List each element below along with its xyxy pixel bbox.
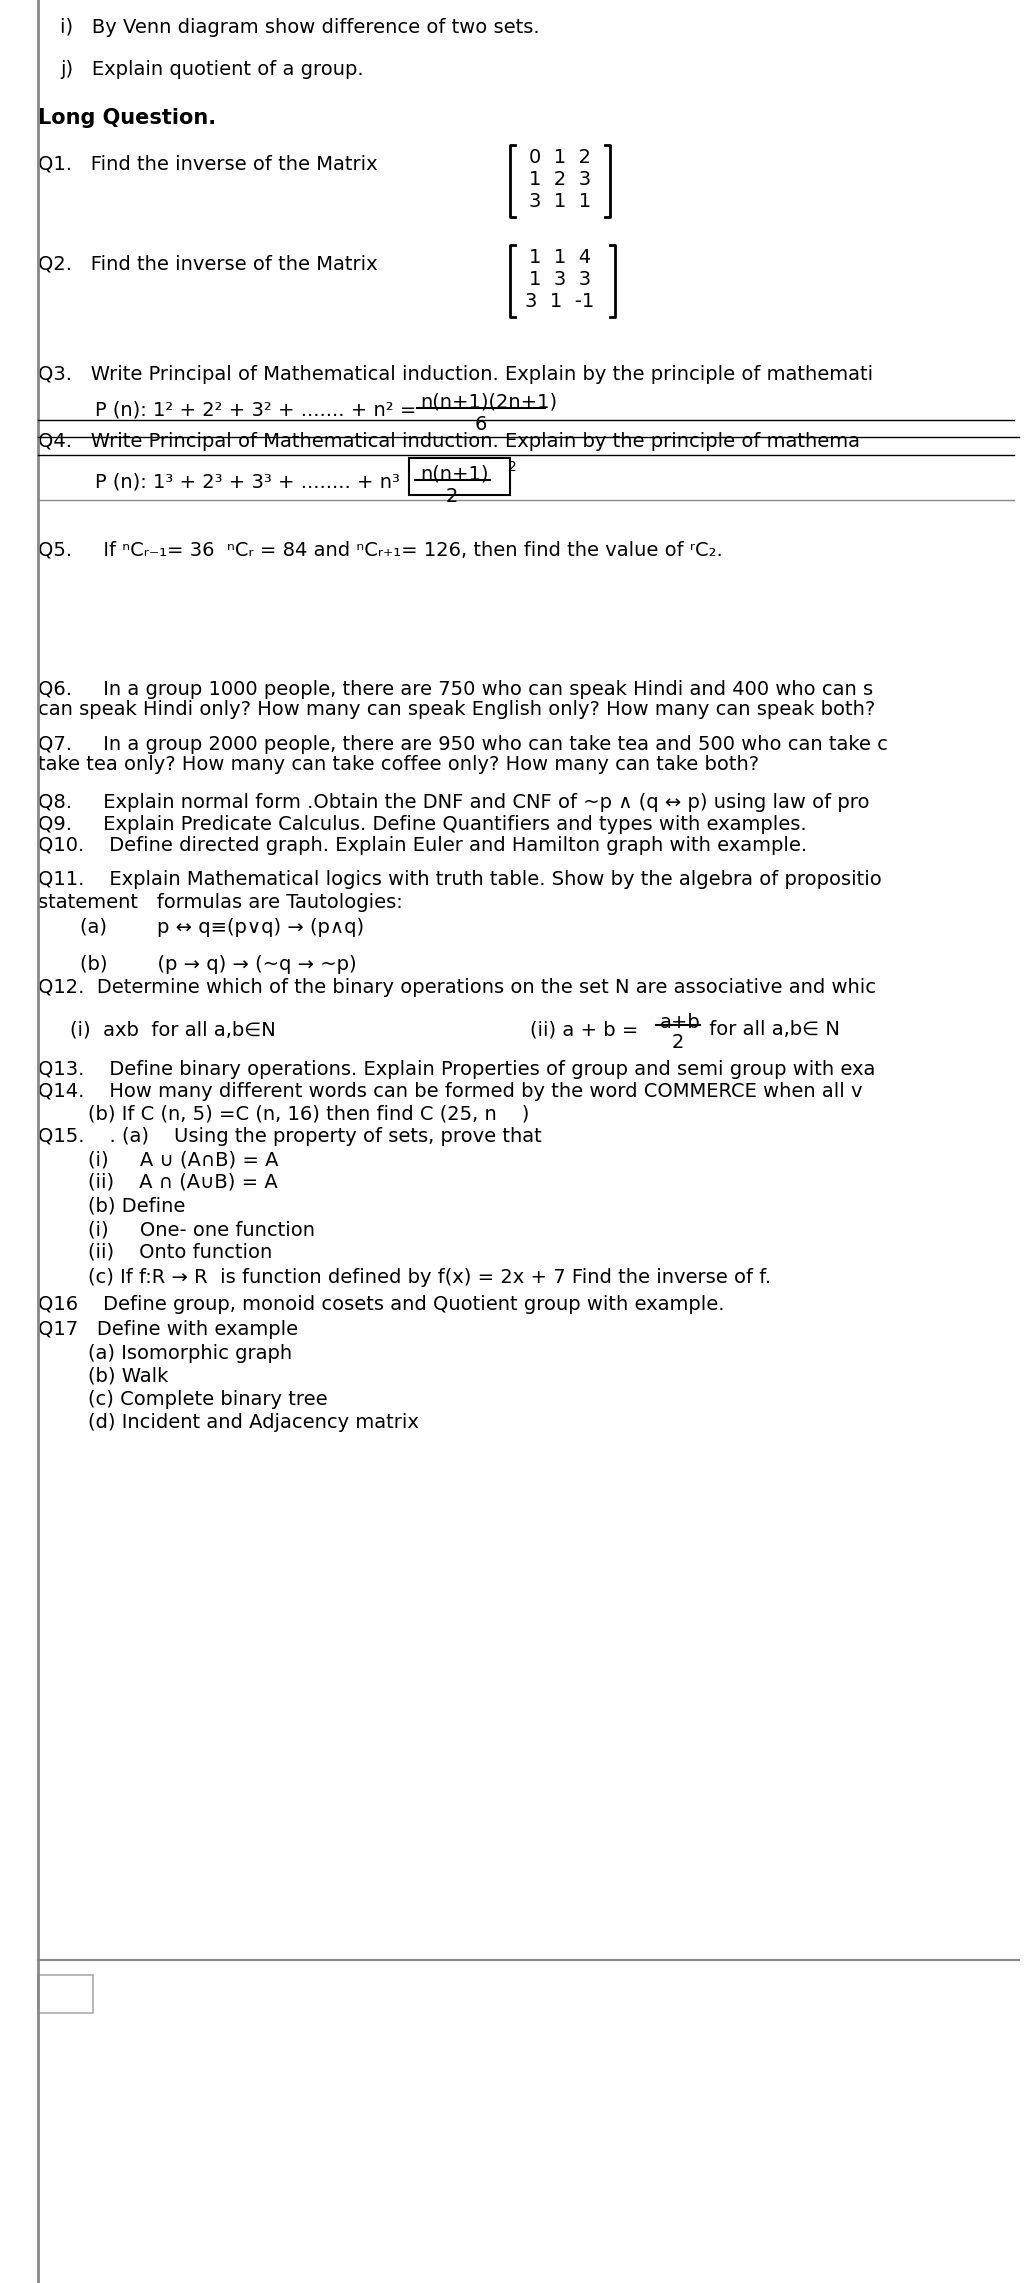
Text: take tea only? How many can take coffee only? How many can take both?: take tea only? How many can take coffee … xyxy=(38,756,759,774)
Text: 1  1  4: 1 1 4 xyxy=(529,249,591,267)
Text: Q17   Define with example: Q17 Define with example xyxy=(38,1320,298,1340)
Text: Q9.     Explain Predicate Calculus. Define Quantifiers and types with examples.: Q9. Explain Predicate Calculus. Define Q… xyxy=(38,815,807,833)
Text: Q3.   Write Principal of Mathematical induction. Explain by the principle of mat: Q3. Write Principal of Mathematical indu… xyxy=(38,365,873,384)
Text: statement   formulas are Tautologies:: statement formulas are Tautologies: xyxy=(38,893,402,911)
Text: (b) Walk: (b) Walk xyxy=(38,1368,168,1386)
Text: 2: 2 xyxy=(445,486,458,507)
Text: n(n+1)(2n+1): n(n+1)(2n+1) xyxy=(420,393,557,411)
Bar xyxy=(38,1975,93,2014)
Text: Q4.   Write Principal of Mathematical induction. Explain by the principle of mat: Q4. Write Principal of Mathematical indu… xyxy=(38,431,860,452)
Text: (b) Define: (b) Define xyxy=(38,1196,185,1217)
Text: for all a,b∈ N: for all a,b∈ N xyxy=(703,1021,840,1039)
Text: (c) Complete binary tree: (c) Complete binary tree xyxy=(38,1390,328,1409)
Text: (d) Incident and Adjacency matrix: (d) Incident and Adjacency matrix xyxy=(38,1413,419,1431)
Text: (i)  axb  for all a,b∈N: (i) axb for all a,b∈N xyxy=(70,1021,275,1039)
Text: Q6.     In a group 1000 people, there are 750 who can speak Hindi and 400 who ca: Q6. In a group 1000 people, there are 75… xyxy=(38,680,873,699)
Text: 2: 2 xyxy=(672,1032,684,1052)
Text: (b)        (p → q) → (~q → ~p): (b) (p → q) → (~q → ~p) xyxy=(80,954,356,975)
Text: n(n+1): n(n+1) xyxy=(420,466,488,484)
Text: can speak Hindi only? How many can speak English only? How many can speak both?: can speak Hindi only? How many can speak… xyxy=(38,701,876,719)
Text: 3  1  1: 3 1 1 xyxy=(529,192,591,210)
Text: Q1.   Find the inverse of the Matrix: Q1. Find the inverse of the Matrix xyxy=(38,155,378,174)
Text: Q15.    . (a)    Using the property of sets, prove that: Q15. . (a) Using the property of sets, p… xyxy=(38,1128,542,1146)
Text: (i)     A ∪ (A∩B) = A: (i) A ∪ (A∩B) = A xyxy=(38,1151,279,1169)
Text: Q13.    Define binary operations. Explain Properties of group and semi group wit: Q13. Define binary operations. Explain P… xyxy=(38,1059,876,1080)
Text: a+b: a+b xyxy=(660,1014,700,1032)
Text: Q16    Define group, monoid cosets and Quotient group with example.: Q16 Define group, monoid cosets and Quot… xyxy=(38,1294,725,1315)
Text: (a) Isomorphic graph: (a) Isomorphic graph xyxy=(38,1345,292,1363)
Text: (b) If C (n, 5) =C (n, 16) then find C (25, n    ): (b) If C (n, 5) =C (n, 16) then find C (… xyxy=(38,1105,529,1123)
Text: Q11.    Explain Mathematical logics with truth table. Show by the algebra of pro: Q11. Explain Mathematical logics with tr… xyxy=(38,870,882,888)
Text: Q7.     In a group 2000 people, there are 950 who can take tea and 500 who can t: Q7. In a group 2000 people, there are 95… xyxy=(38,735,888,753)
Text: 6: 6 xyxy=(475,416,487,434)
Text: (c) If f:R → R  is function defined by f(x) = 2x + 7 Find the inverse of f.: (c) If f:R → R is function defined by f(… xyxy=(38,1267,771,1288)
Text: j)   Explain quotient of a group.: j) Explain quotient of a group. xyxy=(60,59,364,80)
Text: (i)     One- one function: (i) One- one function xyxy=(38,1219,315,1240)
Text: Q10.    Define directed graph. Explain Euler and Hamilton graph with example.: Q10. Define directed graph. Explain Eule… xyxy=(38,836,807,856)
Text: (ii) a + b =: (ii) a + b = xyxy=(530,1021,638,1039)
Text: i)   By Venn diagram show difference of two sets.: i) By Venn diagram show difference of tw… xyxy=(60,18,540,37)
Text: Long Question.: Long Question. xyxy=(38,107,216,128)
Text: P (n): 1² + 2² + 3² + ....... + n² =: P (n): 1² + 2² + 3² + ....... + n² = xyxy=(95,400,417,420)
Text: 2: 2 xyxy=(508,459,517,475)
Text: (a)        p ↔ q≡(p∨q) → (p∧q): (a) p ↔ q≡(p∨q) → (p∧q) xyxy=(80,918,365,936)
Text: Q5.     If ⁿCᵣ₋₁= 36  ⁿCᵣ = 84 and ⁿCᵣ₊₁= 126, then find the value of ʳC₂.: Q5. If ⁿCᵣ₋₁= 36 ⁿCᵣ = 84 and ⁿCᵣ₊₁= 126… xyxy=(38,541,723,559)
Text: 0  1  2: 0 1 2 xyxy=(529,148,591,167)
Text: 3  1  -1: 3 1 -1 xyxy=(525,292,595,310)
Text: 1  3  3: 1 3 3 xyxy=(529,269,591,290)
Text: Q8.     Explain normal form .Obtain the DNF and CNF of ~p ∧ (q ↔ p) using law of: Q8. Explain normal form .Obtain the DNF … xyxy=(38,792,869,813)
Text: (ii)    Onto function: (ii) Onto function xyxy=(38,1242,272,1262)
Text: Q14.    How many different words can be formed by the word COMMERCE when all v: Q14. How many different words can be for… xyxy=(38,1082,862,1100)
Text: P (n): 1³ + 2³ + 3³ + ........ + n³ =: P (n): 1³ + 2³ + 3³ + ........ + n³ = xyxy=(95,473,423,493)
Text: (ii)    A ∩ (A∪B) = A: (ii) A ∩ (A∪B) = A xyxy=(38,1173,278,1192)
Bar xyxy=(409,459,510,495)
Text: Q12.  Determine which of the binary operations on the set N are associative and : Q12. Determine which of the binary opera… xyxy=(38,977,876,998)
Text: 1  2  3: 1 2 3 xyxy=(529,169,591,189)
Text: Q2.   Find the inverse of the Matrix: Q2. Find the inverse of the Matrix xyxy=(38,256,378,274)
